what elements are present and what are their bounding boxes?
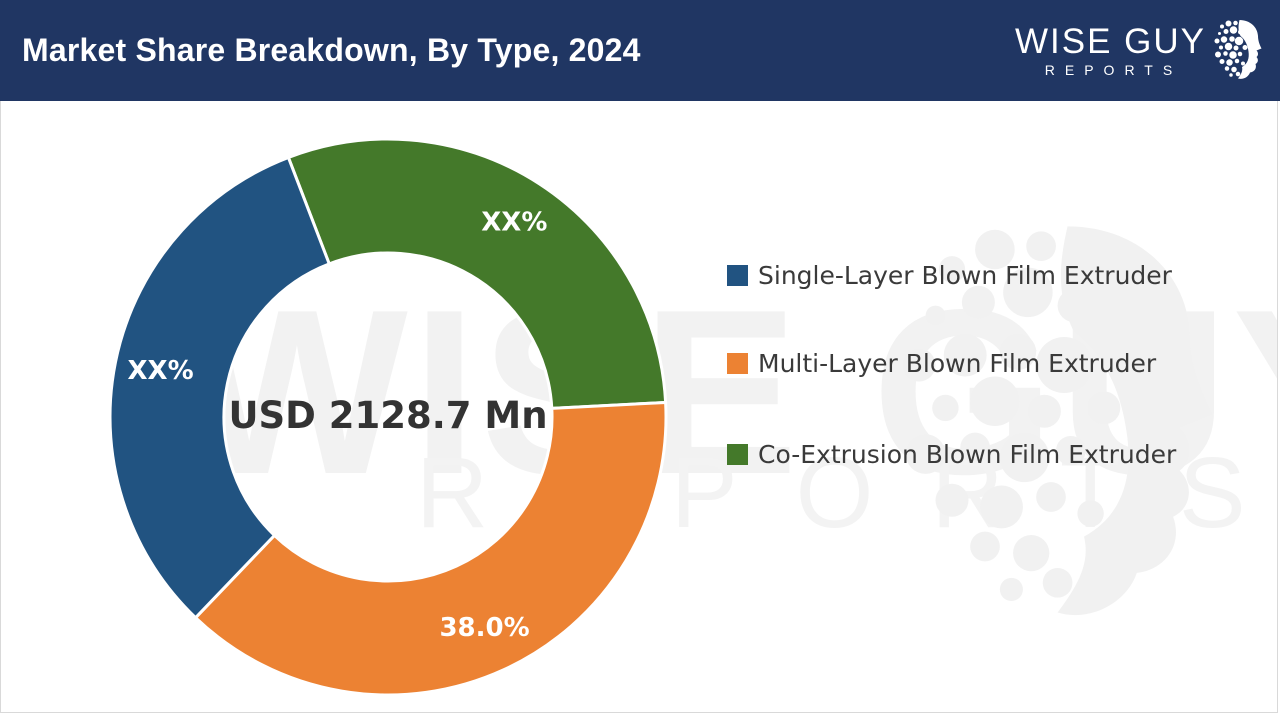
legend-item-single-layer: Single-Layer Blown Film Extruder [727,260,1172,290]
legend-item-co-extrusion: Co-Extrusion Blown Film Extruder [727,439,1176,469]
donut-slice-multi-layer-blown-film-extruder [194,400,668,697]
legend-item-multi-layer: Multi-Layer Blown Film Extruder [727,348,1156,378]
legend-label: Single-Layer Blown Film Extruder [758,260,1172,290]
donut-center-value: USD 2128.7 Mn [228,394,548,437]
legend-swatch-co-extrusion [727,443,748,465]
legend-swatch-single-layer [727,264,748,286]
logo-face-icon [1212,14,1262,88]
wise-guy-logo: WISE GUY REPORTS [1015,14,1262,88]
slice-percentage-label: XX% [481,207,547,237]
slice-percentage-label: 38.0% [439,613,529,643]
donut-slice-co-extrusion-blown-film-extruder [286,137,668,410]
logo-wordmark: WISE GUY REPORTS [1014,21,1206,78]
header: Market Share Breakdown, By Type, 2024 WI… [0,0,1280,101]
legend-label: Co-Extrusion Blown Film Extruder [758,439,1177,469]
logo-wordmark-line1: WISE GUY [1014,21,1206,61]
logo-wordmark-line2: REPORTS [1044,61,1183,78]
slice-percentage-label: XX% [127,356,193,386]
donut-chart: XX% 38.0% XX% [108,137,668,697]
chart-area: WISE GUY REPORTS XX% 38.0% XX% USD 2128.7 … [0,101,1278,713]
donut-slice-single-layer-blown-film-extruder [108,155,331,620]
legend-label: Multi-Layer Blown Film Extruder [758,348,1157,378]
page-title: Market Share Breakdown, By Type, 2024 [22,32,641,68]
legend-swatch-multi-layer [727,352,748,374]
